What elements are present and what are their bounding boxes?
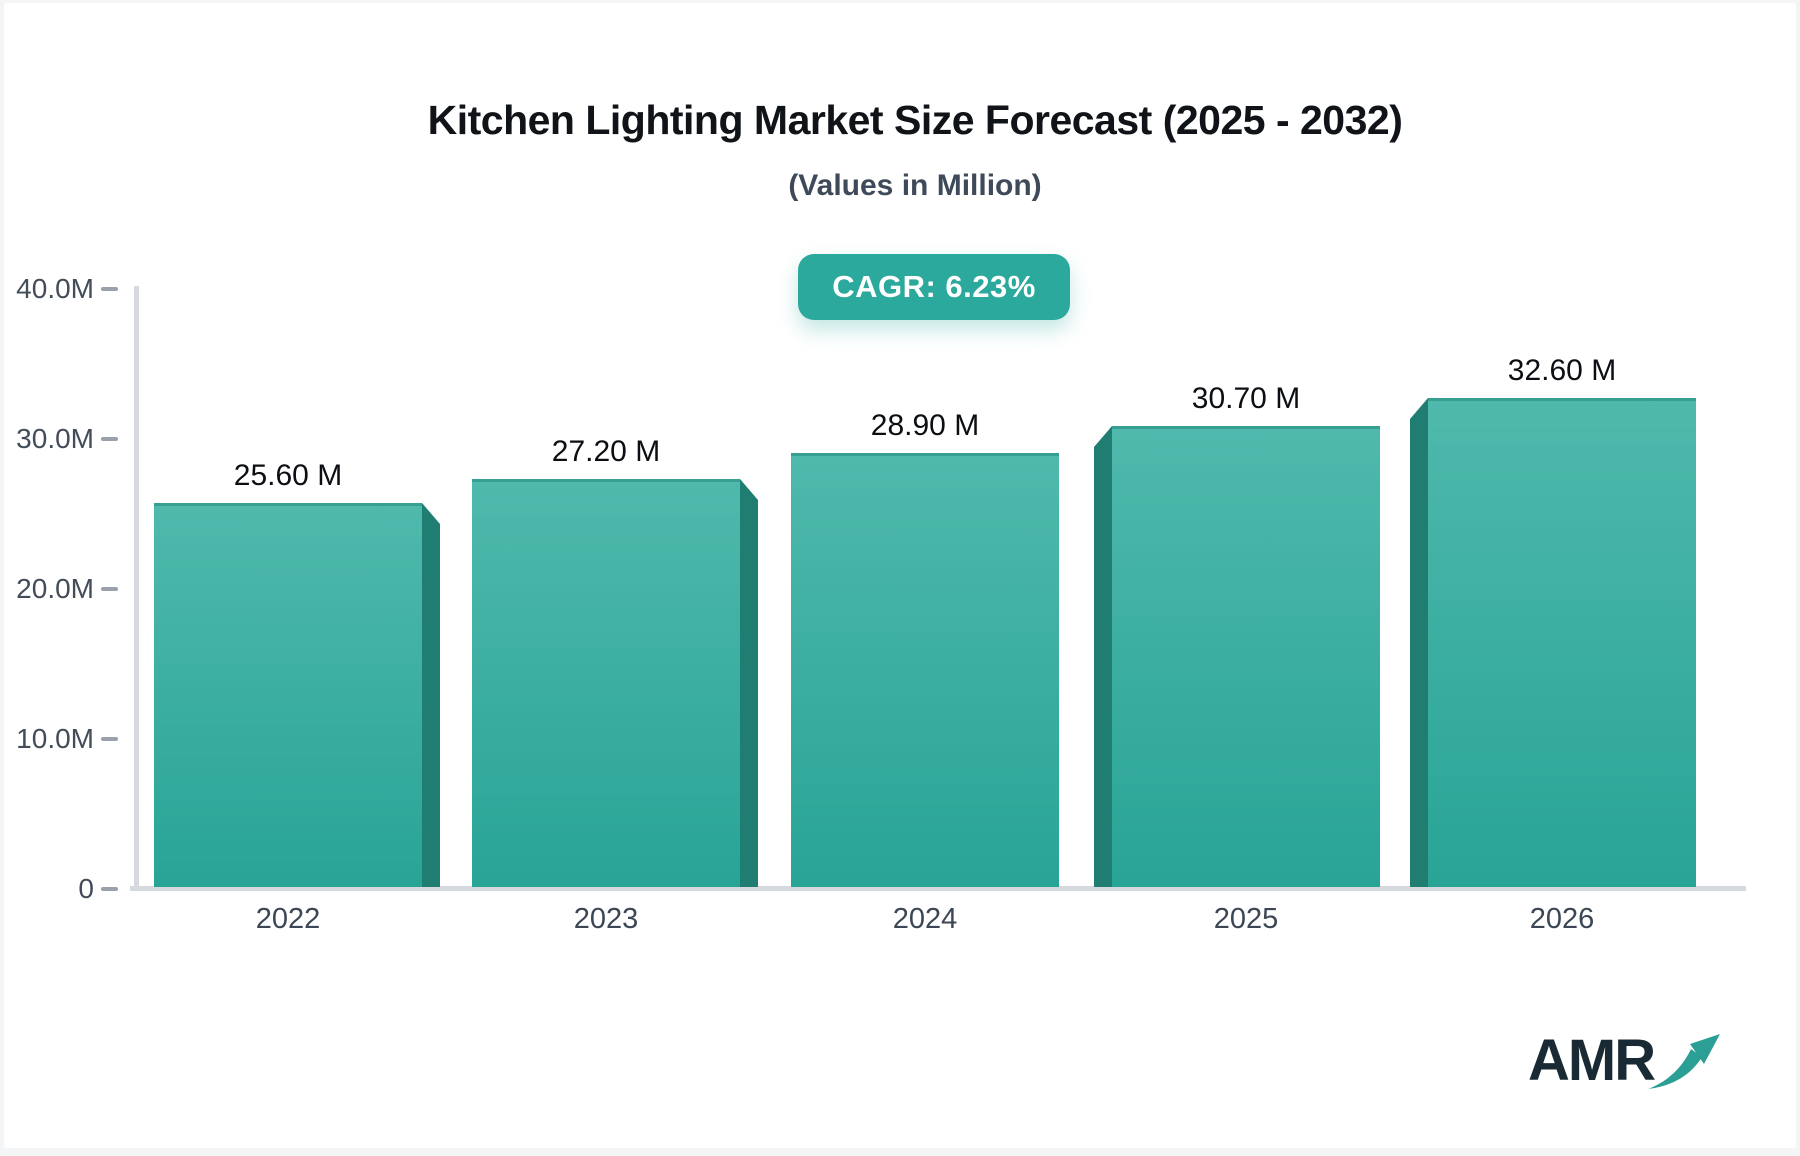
bar-side-3d — [1410, 398, 1428, 887]
bar-side-3d — [422, 503, 440, 887]
amr-logo: AMR — [1528, 1029, 1724, 1093]
chart-title: Kitchen Lighting Market Size Forecast (2… — [427, 97, 1403, 143]
bar-value-label: 32.60 M — [1507, 354, 1617, 387]
bar-2024 — [791, 453, 1059, 887]
x-axis-line — [130, 886, 1746, 891]
x-axis-year-label: 2026 — [1529, 903, 1595, 935]
bar-value-label: 25.60 M — [233, 459, 343, 492]
x-axis-year-label: 2022 — [255, 903, 321, 935]
plot-area: 0 10.0M 20.0M 30.0M 40.0M 25.60 M 2022 27.20 M 2… — [4, 3, 1796, 1148]
growth-arrow-icon — [1648, 1034, 1721, 1089]
cagr-badge-label: CAGR: 6.23% — [832, 269, 1036, 304]
y-tick-label: 0 — [78, 873, 94, 904]
y-tick-mark — [101, 587, 118, 591]
bar-2026 — [1428, 398, 1696, 887]
bar-side-3d — [1094, 426, 1112, 887]
bar-value-label: 27.20 M — [551, 435, 661, 468]
chart-card: Kitchen Lighting Market Size Forecast (2… — [4, 3, 1796, 1148]
y-tick-label: 10.0M — [16, 723, 94, 754]
chart-subtitle: (Values in Million) — [788, 169, 1042, 202]
cagr-badge: CAGR: 6.23% — [798, 254, 1070, 320]
bar-value-label: 30.70 M — [1191, 382, 1301, 415]
bar-2023 — [472, 479, 740, 887]
bar-side-3d — [740, 479, 758, 887]
y-tick-mark — [101, 437, 118, 441]
amr-logo-text: AMR — [1528, 1028, 1656, 1093]
y-tick-label: 20.0M — [16, 573, 94, 604]
bar-2025 — [1112, 426, 1380, 887]
y-tick-mark — [101, 737, 118, 741]
x-axis-year-label: 2024 — [892, 903, 958, 935]
y-tick-label: 40.0M — [16, 273, 94, 304]
bar-value-label: 28.90 M — [870, 409, 980, 442]
y-tick-mark — [101, 287, 118, 291]
bar-2022 — [154, 503, 422, 887]
x-axis-year-label: 2023 — [573, 903, 639, 935]
x-axis-year-label: 2025 — [1213, 903, 1279, 935]
y-tick-label: 30.0M — [16, 423, 94, 454]
y-tick-mark — [101, 887, 118, 891]
y-axis-line — [134, 286, 139, 891]
